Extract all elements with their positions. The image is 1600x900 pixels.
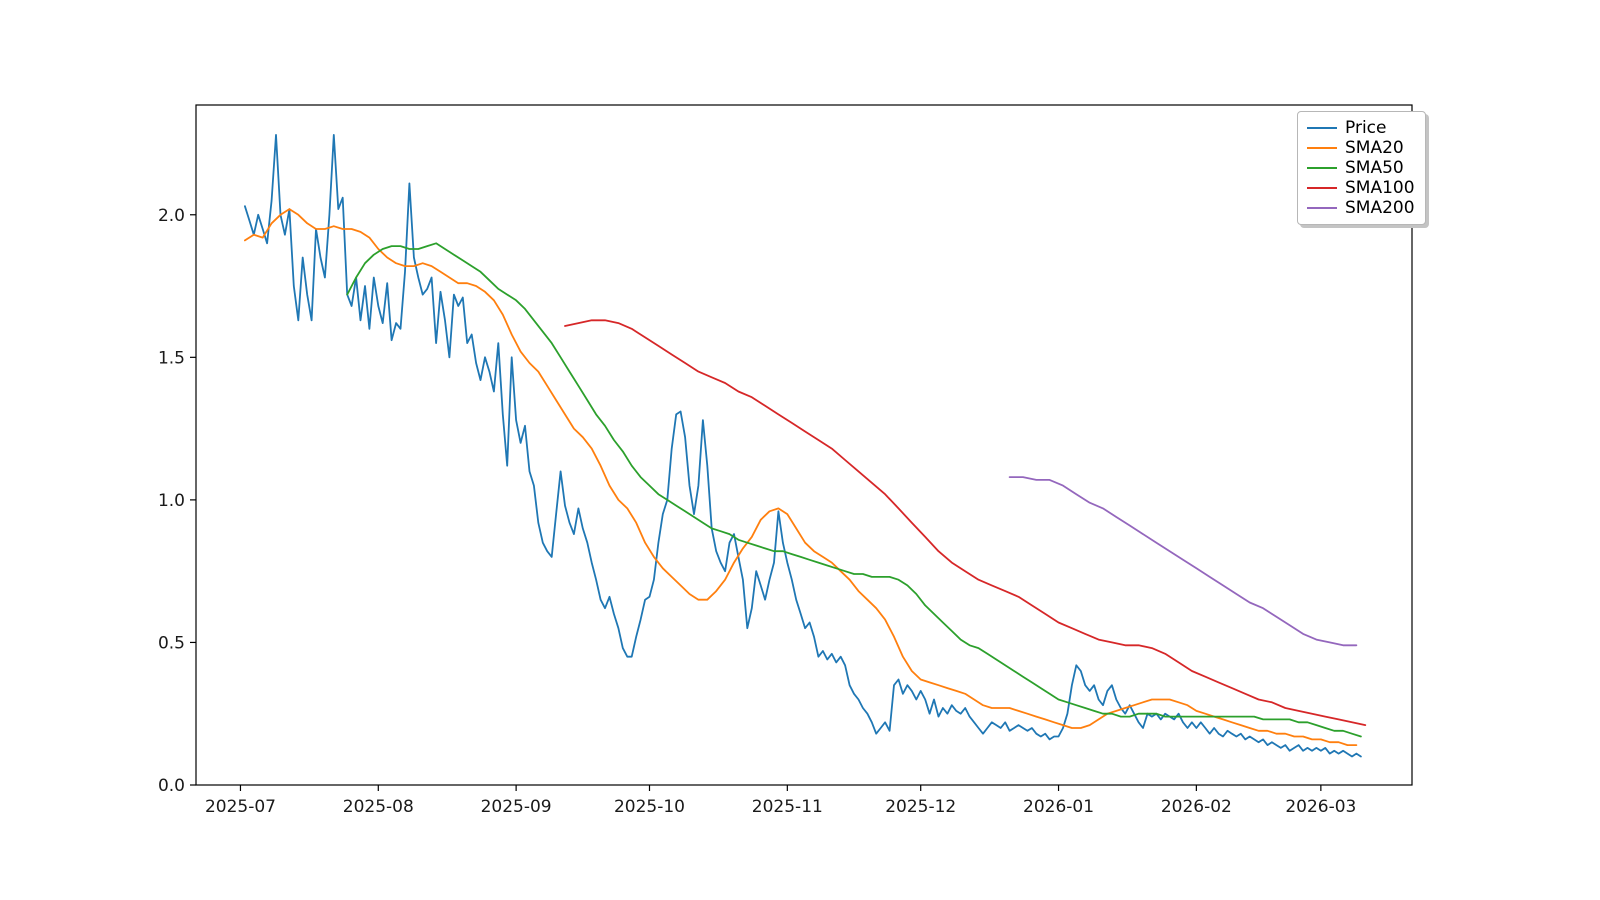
- legend-item-sma100: SMA100: [1307, 178, 1415, 198]
- x-tick-label: 2026-03: [1285, 797, 1356, 817]
- legend-line-swatch-sma200: [1307, 207, 1337, 209]
- x-tick-label: 2026-01: [1023, 797, 1094, 817]
- legend-line-swatch-sma20: [1307, 147, 1337, 149]
- legend-label-sma50: SMA50: [1345, 158, 1404, 178]
- x-tick-label: 2025-10: [614, 797, 685, 817]
- x-tick-label: 2025-07: [205, 797, 276, 817]
- y-tick-label: 1.5: [158, 348, 185, 368]
- legend-label-sma20: SMA20: [1345, 138, 1404, 158]
- x-tick-label: 2025-08: [343, 797, 414, 817]
- series-line-sma50: [346, 242, 1362, 738]
- y-tick-label: 1.0: [158, 491, 185, 511]
- legend-item-price: Price: [1307, 118, 1415, 138]
- y-tick-label: 0.0: [158, 776, 185, 796]
- legend-line-swatch-sma50: [1307, 167, 1337, 169]
- legend-line-swatch-price: [1307, 127, 1337, 129]
- legend-label-sma100: SMA100: [1345, 178, 1415, 198]
- legend-item-sma200: SMA200: [1307, 198, 1415, 218]
- legend-label-price: Price: [1345, 118, 1387, 138]
- x-tick-label: 2025-11: [752, 797, 823, 817]
- series-line-sma100: [564, 319, 1367, 726]
- legend: Price SMA20 SMA50 SMA100 SMA200: [1297, 111, 1426, 225]
- legend-line-swatch-sma100: [1307, 187, 1337, 189]
- series-line-price: [243, 133, 1362, 758]
- x-tick-label: 2025-09: [481, 797, 552, 817]
- x-tick-label: 2026-02: [1161, 797, 1232, 817]
- y-tick-label: 2.0: [158, 206, 185, 226]
- x-tick-label: 2025-12: [885, 797, 956, 817]
- axes-frame: [195, 104, 1413, 786]
- plot-area: [196, 105, 1412, 785]
- legend-label-sma200: SMA200: [1345, 198, 1415, 218]
- series-line-sma20: [243, 208, 1358, 746]
- legend-item-sma20: SMA20: [1307, 138, 1415, 158]
- series-line-sma200: [1008, 476, 1358, 647]
- legend-item-sma50: SMA50: [1307, 158, 1415, 178]
- y-tick-label: 0.5: [158, 633, 185, 653]
